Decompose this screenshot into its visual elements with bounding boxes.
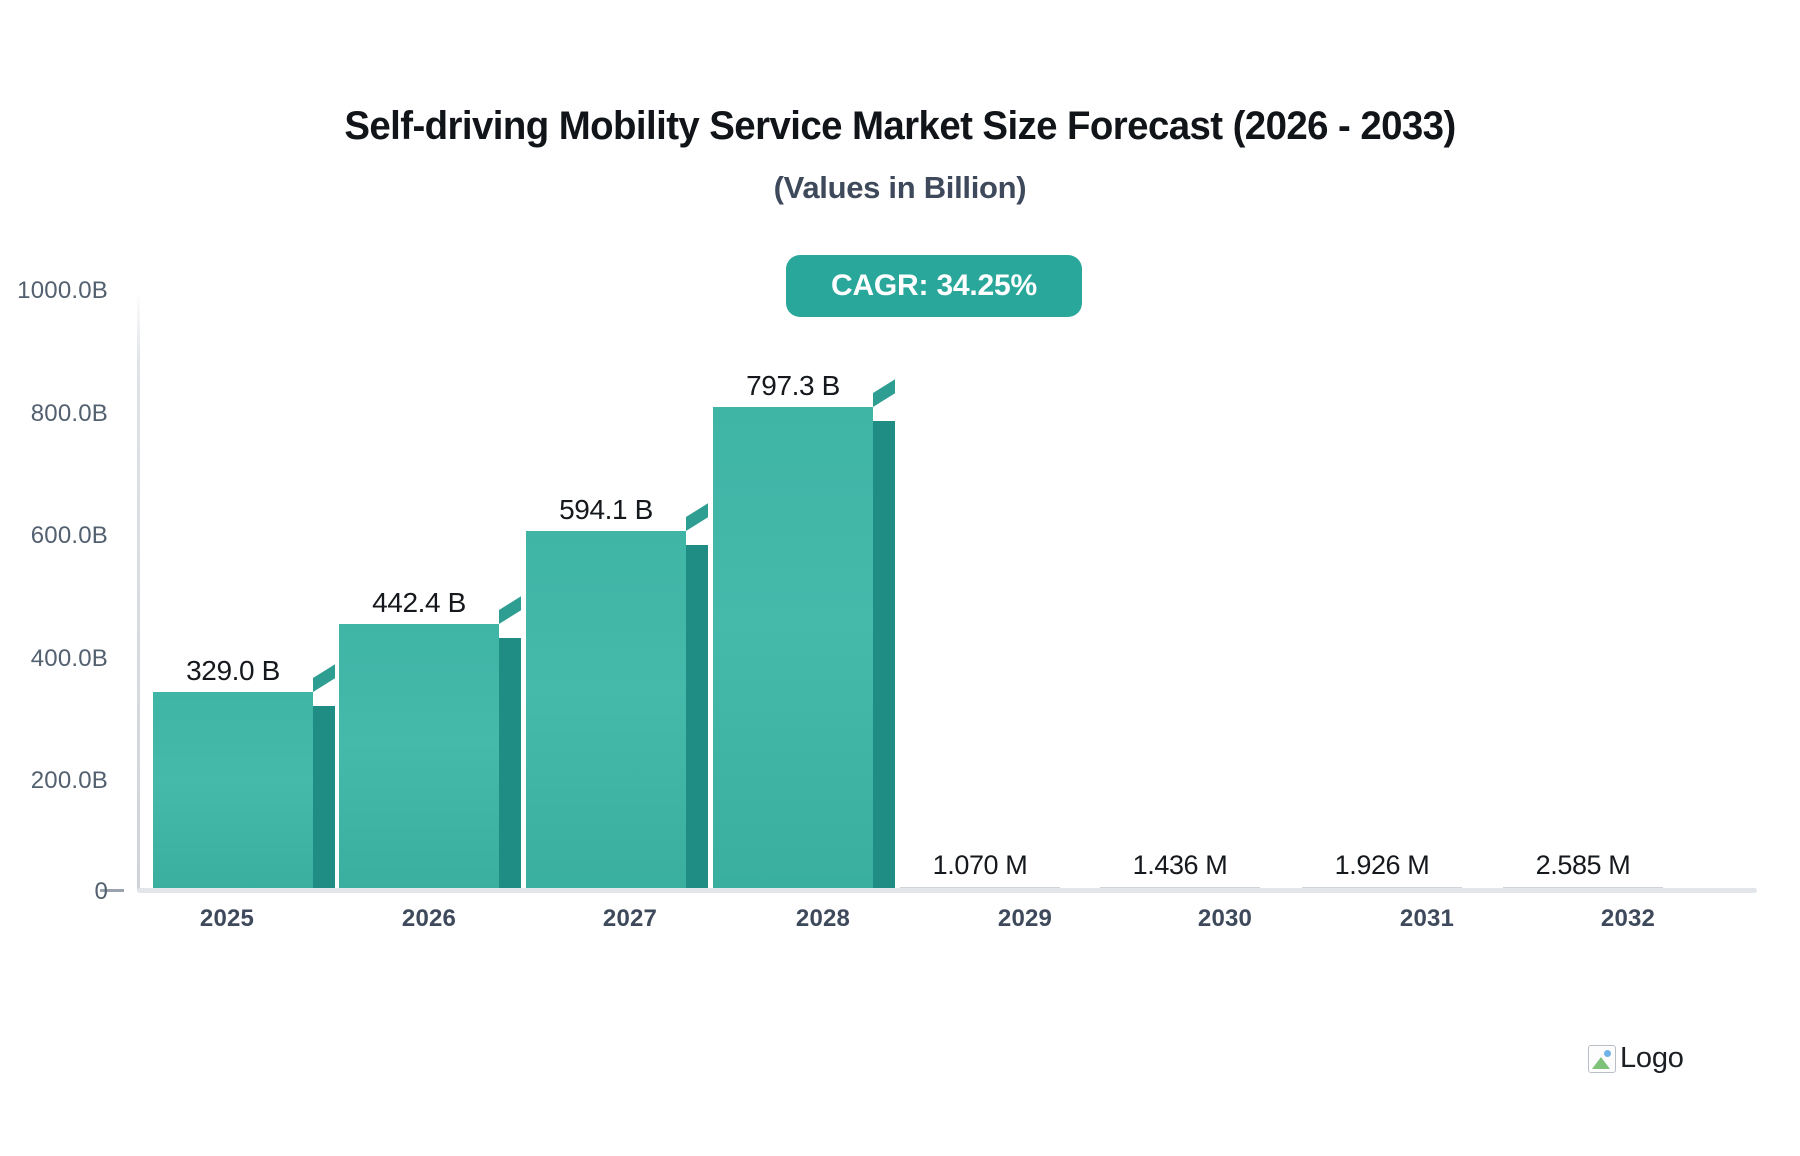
y-tick-label: 0 <box>94 878 108 905</box>
x-axis-origin-tick <box>100 889 124 892</box>
chart-title: Self-driving Mobility Service Market Siz… <box>344 104 1456 148</box>
bar-2027[interactable] <box>526 531 686 888</box>
x-tick-label-2027: 2027 <box>602 905 658 932</box>
bar-2031[interactable] <box>1302 887 1462 888</box>
x-tick-label-2031: 2031 <box>1399 905 1455 932</box>
bar-value-label: 1.070 M <box>932 850 1028 880</box>
bar-value-label: 442.4 B <box>372 587 466 618</box>
bar-side-face <box>499 638 521 888</box>
x-tick-label-2026: 2026 <box>401 905 457 932</box>
bar-side-face <box>313 706 335 888</box>
broken-image-icon <box>1588 1044 1616 1073</box>
cagr-badge: CAGR: 34.25% <box>786 255 1082 317</box>
logo: Logo <box>1588 1042 1684 1075</box>
bar-side-face <box>873 421 895 888</box>
bar-value-label: 797.3 B <box>746 370 840 401</box>
bar-2030[interactable] <box>1100 887 1260 888</box>
bar-value-label: 329.0 B <box>186 655 280 686</box>
bar-2026[interactable] <box>339 624 499 888</box>
y-tick-label: 1000.0B <box>17 277 108 304</box>
y-axis-line <box>137 290 140 890</box>
bar-2025[interactable] <box>153 692 313 888</box>
x-tick-label-2030: 2030 <box>1197 905 1253 932</box>
bar-side-face <box>686 545 708 888</box>
x-tick-label-2029: 2029 <box>997 905 1053 932</box>
bar-2029[interactable] <box>900 887 1060 888</box>
chart-subtitle: (Values in Billion) <box>773 170 1027 205</box>
cagr-badge-label: CAGR: 34.25% <box>830 269 1037 302</box>
x-axis-line <box>137 888 1757 893</box>
bar-value-label: 1.926 M <box>1334 850 1430 880</box>
y-tick-label: 600.0B <box>30 522 108 549</box>
y-tick-label: 200.0B <box>30 767 108 794</box>
x-tick-label-2028: 2028 <box>795 905 851 932</box>
bar-value-label: 2.585 M <box>1535 850 1631 880</box>
bar-2028[interactable] <box>713 407 873 888</box>
x-tick-label-2032: 2032 <box>1600 905 1656 932</box>
bar-2032[interactable] <box>1503 887 1663 888</box>
y-tick-label: 800.0B <box>30 400 108 427</box>
y-tick-label: 400.0B <box>30 645 108 672</box>
bar-value-label: 594.1 B <box>559 494 653 525</box>
logo-label: Logo <box>1620 1042 1684 1074</box>
bar-value-label: 1.436 M <box>1132 850 1228 880</box>
x-tick-label-2025: 2025 <box>199 905 255 932</box>
